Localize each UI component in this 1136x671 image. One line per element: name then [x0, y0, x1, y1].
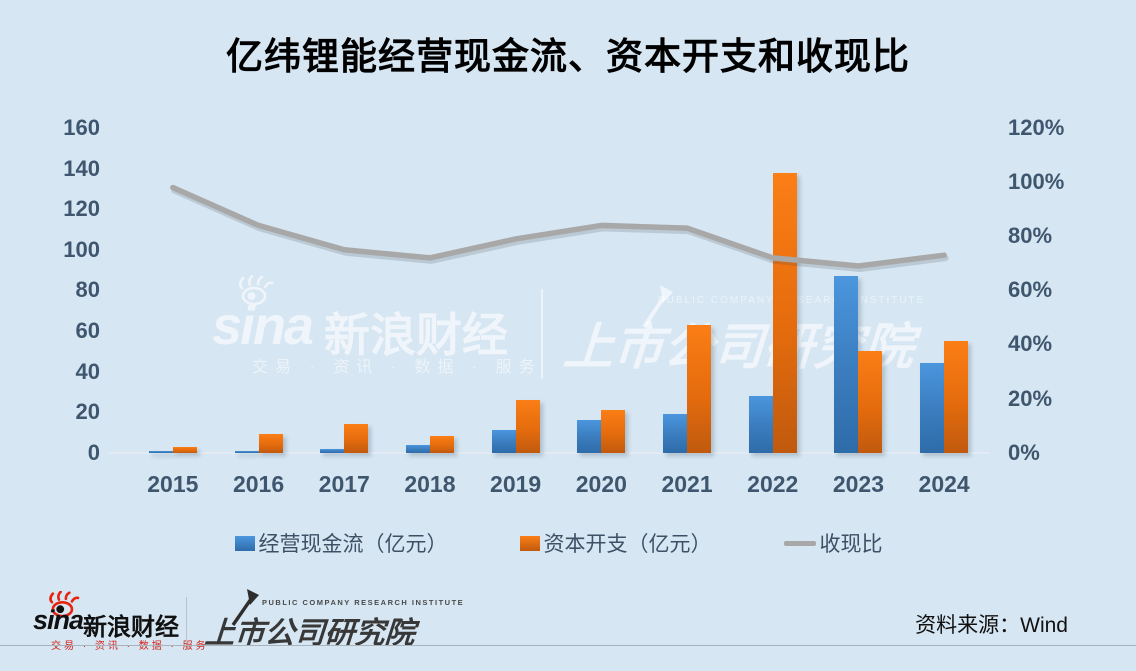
legend-swatch-capex [519, 535, 540, 551]
x-axis-label: 2020 [575, 471, 627, 497]
sina-name-text: 新浪财经 [83, 614, 179, 641]
sina-eye-icon [49, 591, 80, 617]
right-axis-tick: 80% [1008, 223, 1053, 249]
right-axis-tick: 60% [1008, 277, 1053, 303]
watermark-sina-slogan: 交易 · 资讯 · 数据 · 服务 [252, 359, 542, 376]
legend-item-cashflow: 经营现金流（亿元） [234, 528, 448, 558]
bar-cashflow-2023 [834, 276, 859, 453]
x-axis-label: 2019 [490, 471, 542, 497]
left-axis-tick: 100 [63, 236, 100, 262]
bar-capex-2023 [858, 351, 883, 453]
x-axis-label: 2022 [747, 471, 799, 497]
bar-capex-2018 [429, 436, 454, 453]
bar-capex-2021 [687, 324, 712, 453]
chart-title: 亿纬锂能经营现金流、资本开支和收现比 [226, 36, 910, 77]
left-axis-tick: 140 [63, 155, 100, 181]
left-axis-tick: 80 [75, 277, 100, 303]
bar-cashflow-2024 [920, 363, 945, 453]
x-axis-label: 2024 [918, 471, 970, 497]
pcri-en-text: PUBLIC COMPANY RESEARCH INSTITUTE [262, 598, 465, 607]
watermark-sina-brand: sina [212, 296, 314, 356]
bar-cashflow-2015 [148, 450, 173, 453]
footer: sina 新浪财经 交易 · 资讯 · 数据 · 服务 PUBLIC COMPA… [0, 585, 1136, 652]
legend-label: 经营现金流（亿元） [258, 533, 448, 556]
pcri-arrow-icon [231, 589, 259, 626]
sina-logo: sina 新浪财经 交易 · 资讯 · 数据 · 服务 [33, 591, 206, 652]
left-axis-tick: 60 [75, 317, 100, 343]
bar-capex-2020 [601, 410, 626, 453]
watermark-arrow-icon [642, 285, 673, 329]
legend-label: 资本开支（亿元） [543, 533, 712, 556]
watermark: sina 新浪财经 交易 · 资讯 · 数据 · 服务 PUBLIC COMPA… [210, 275, 930, 383]
data-source: 资料来源：Wind [915, 614, 1068, 637]
left-axis-tick: 120 [63, 196, 100, 222]
bar-capex-2019 [515, 399, 540, 453]
x-axis-label: 2016 [232, 471, 285, 497]
x-axis-label: 2015 [147, 471, 199, 497]
left-axis-tick: 40 [75, 358, 100, 384]
legend-item-capex: 资本开支（亿元） [519, 528, 712, 558]
legend-label: 收现比 [819, 533, 883, 556]
sina-eye-watermark-icon [238, 275, 274, 305]
x-axis-label: 2017 [318, 471, 370, 497]
left-axis-tick: 160 [63, 115, 100, 140]
pcri-logo: PUBLIC COMPANY RESEARCH INSTITUTE 上市公司研究… [204, 589, 463, 650]
bar-capex-2024 [944, 341, 969, 453]
x-axis-baseline [108, 452, 990, 454]
legend-item-ratio: 收现比 [783, 528, 883, 558]
bar-cashflow-2019 [491, 430, 516, 453]
left-axis-tick: 20 [75, 399, 100, 425]
bar-cashflow-2021 [663, 414, 688, 453]
footer-divider [186, 597, 187, 643]
bar-cashflow-2018 [405, 444, 430, 453]
right-axis-tick: 100% [1008, 169, 1065, 195]
bar-cashflow-2022 [748, 395, 773, 453]
legend-swatch-cashflow [234, 535, 255, 551]
x-axis-label: 2023 [832, 471, 885, 497]
bar-capex-2015 [172, 446, 197, 453]
legend: 经营现金流（亿元） 资本开支（亿元） 收现比 [130, 527, 987, 559]
bar-cashflow-2020 [577, 420, 602, 453]
bar-cashflow-2017 [320, 448, 345, 453]
footer-rule [0, 645, 1136, 646]
x-axis-label: 2021 [661, 471, 713, 497]
sina-slogan-text: 交易 · 资讯 · 数据 · 服务 [51, 641, 209, 652]
left-axis-tick: 0 [87, 439, 100, 465]
x-axis-label: 2018 [404, 471, 456, 497]
ratio-line [170, 184, 947, 269]
right-axis-tick: 20% [1008, 385, 1053, 411]
bar-capex-2022 [772, 172, 797, 453]
bar-cashflow-2016 [234, 450, 259, 453]
watermark-sina-name: 新浪财经 [324, 309, 508, 361]
bar-capex-2016 [258, 434, 283, 453]
sina-brand-text: sina [33, 605, 84, 635]
bar-capex-2017 [344, 424, 369, 453]
right-axis-tick: 0% [1008, 439, 1040, 465]
right-axis-tick: 40% [1008, 331, 1053, 357]
legend-swatch-ratio [783, 540, 816, 546]
watermark-divider [541, 289, 543, 379]
right-axis-tick: 120% [1008, 115, 1065, 140]
